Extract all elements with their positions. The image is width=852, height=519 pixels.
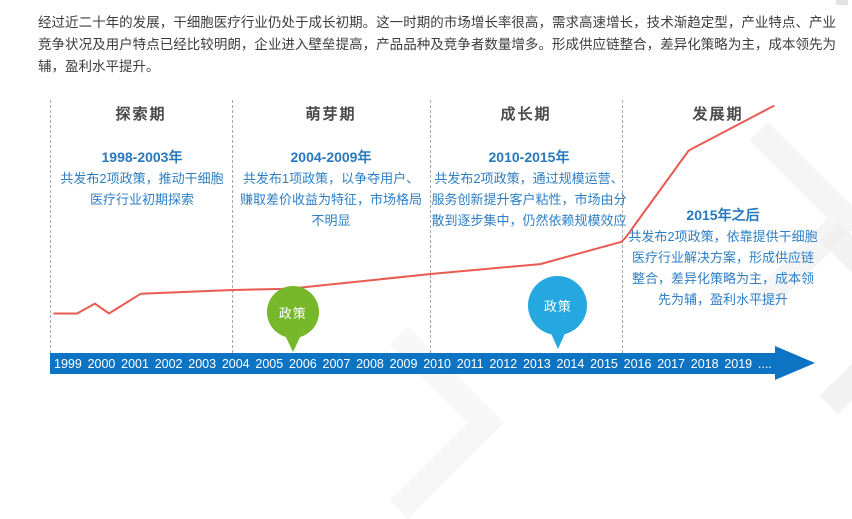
timeline-year: 2001: [121, 356, 149, 371]
policy-label: 政策: [278, 305, 307, 321]
policy-marker-tail: [548, 329, 567, 349]
timeline-ellipsis: ....: [757, 356, 772, 371]
timeline-year: 2016: [623, 356, 652, 371]
phase-period: 1998-2003年: [101, 149, 183, 165]
phase-divider-line: [232, 100, 233, 353]
phase-text: 共发布2项政策，通过规模运营、服务创新提升客户粘性，市场由分散到逐步集中，仍然依…: [431, 171, 627, 228]
timeline-year: 2005: [255, 356, 284, 371]
policy-marker-tail: [283, 333, 302, 352]
policy-label: 政策: [543, 299, 572, 314]
timeline-year: 2013: [522, 356, 551, 371]
trend-line-chart: [53, 105, 775, 315]
phase-divider-line: [430, 100, 431, 353]
timeline-arrow-icon: [775, 346, 815, 380]
timeline-year: 2012: [489, 356, 518, 371]
timeline-year: 2014: [556, 356, 585, 371]
timeline-year: 2004: [221, 356, 250, 371]
timeline-year: 2003: [188, 356, 217, 371]
timeline-year: 2008: [356, 356, 384, 371]
timeline-bar: 1999 2000 2001 2002 2003 2004 2005 2006 2007 2008…: [50, 353, 776, 374]
phase-title-growth: 成长期: [500, 106, 552, 123]
policy-bubble: 政策: [528, 276, 588, 335]
phase-description-block: 2010-2015年 共发布2项政策，通过规模运营、服务创新提升客户粘性，市场由…: [430, 147, 628, 231]
timeline-year: 2000: [87, 356, 116, 371]
timeline-year: 1999: [54, 356, 82, 371]
timeline-year: 2006: [288, 356, 317, 371]
phase-period: 2015年之后: [686, 207, 760, 223]
phase-title-exploration: 探索期: [115, 106, 167, 123]
timeline-year: 2007: [322, 356, 351, 371]
phase-text: 共发布2项政策，依靠提供干细胞医疗行业解决方案，形成供应链整合，差异化策略为主，…: [628, 229, 818, 307]
phase-text: 共发布2项政策，推动干细胞医疗行业初期探索: [60, 171, 224, 207]
timeline-year: 2002: [154, 356, 183, 371]
phase-text: 共发布1项政策，以争夺用户、赚取差价收益为特征，市场格局不明显: [239, 171, 422, 228]
phase-period: 2010-2015年: [488, 149, 570, 165]
timeline-year: 2017: [657, 356, 686, 371]
phase-description-block: 2015年之后 共发布2项政策，依靠提供干细胞医疗行业解决方案，形成供应链整合，…: [627, 205, 819, 310]
phase-divider-line: [50, 100, 51, 353]
phase-title-sprouting: 萌芽期: [305, 106, 357, 123]
policy-marker-green: 政策: [266, 286, 319, 352]
timeline-year: 2015: [590, 356, 618, 371]
phase-description-block: 2004-2009年 共发布1项政策，以争夺用户、赚取差价收益为特征，市场格局不…: [237, 147, 425, 231]
phase-period: 2004-2009年: [290, 149, 372, 165]
phase-divider-line: [622, 100, 623, 353]
timeline-year: 2011: [456, 356, 484, 371]
policy-marker-blue: 政策: [528, 276, 588, 349]
phase-description-block: 1998-2003年 共发布2项政策，推动干细胞医疗行业初期探索: [56, 147, 228, 210]
timeline-year: 2019: [724, 356, 753, 371]
timeline-year: 2009: [389, 356, 418, 371]
phase-title-development: 发展期: [692, 106, 744, 123]
trend-line: [53, 105, 775, 315]
timeline-year: 2010: [423, 356, 451, 371]
intro-paragraph: 经过近二十年的发展，干细胞医疗行业仍处于成长初期。这一时期的市场增长率很高，需求…: [38, 15, 836, 74]
policy-bubble: 政策: [266, 286, 319, 338]
corner-artifact: [836, 0, 848, 5]
timeline-year: 2018: [690, 356, 719, 371]
